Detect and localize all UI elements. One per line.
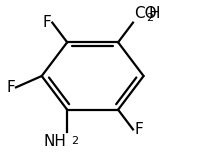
Text: F: F bbox=[6, 80, 15, 95]
Text: F: F bbox=[43, 15, 51, 30]
Text: H: H bbox=[149, 6, 160, 21]
Text: 2: 2 bbox=[71, 136, 78, 147]
Text: 2: 2 bbox=[146, 13, 154, 23]
Text: F: F bbox=[134, 122, 143, 137]
Text: CO: CO bbox=[134, 6, 157, 21]
Text: NH: NH bbox=[43, 134, 66, 149]
